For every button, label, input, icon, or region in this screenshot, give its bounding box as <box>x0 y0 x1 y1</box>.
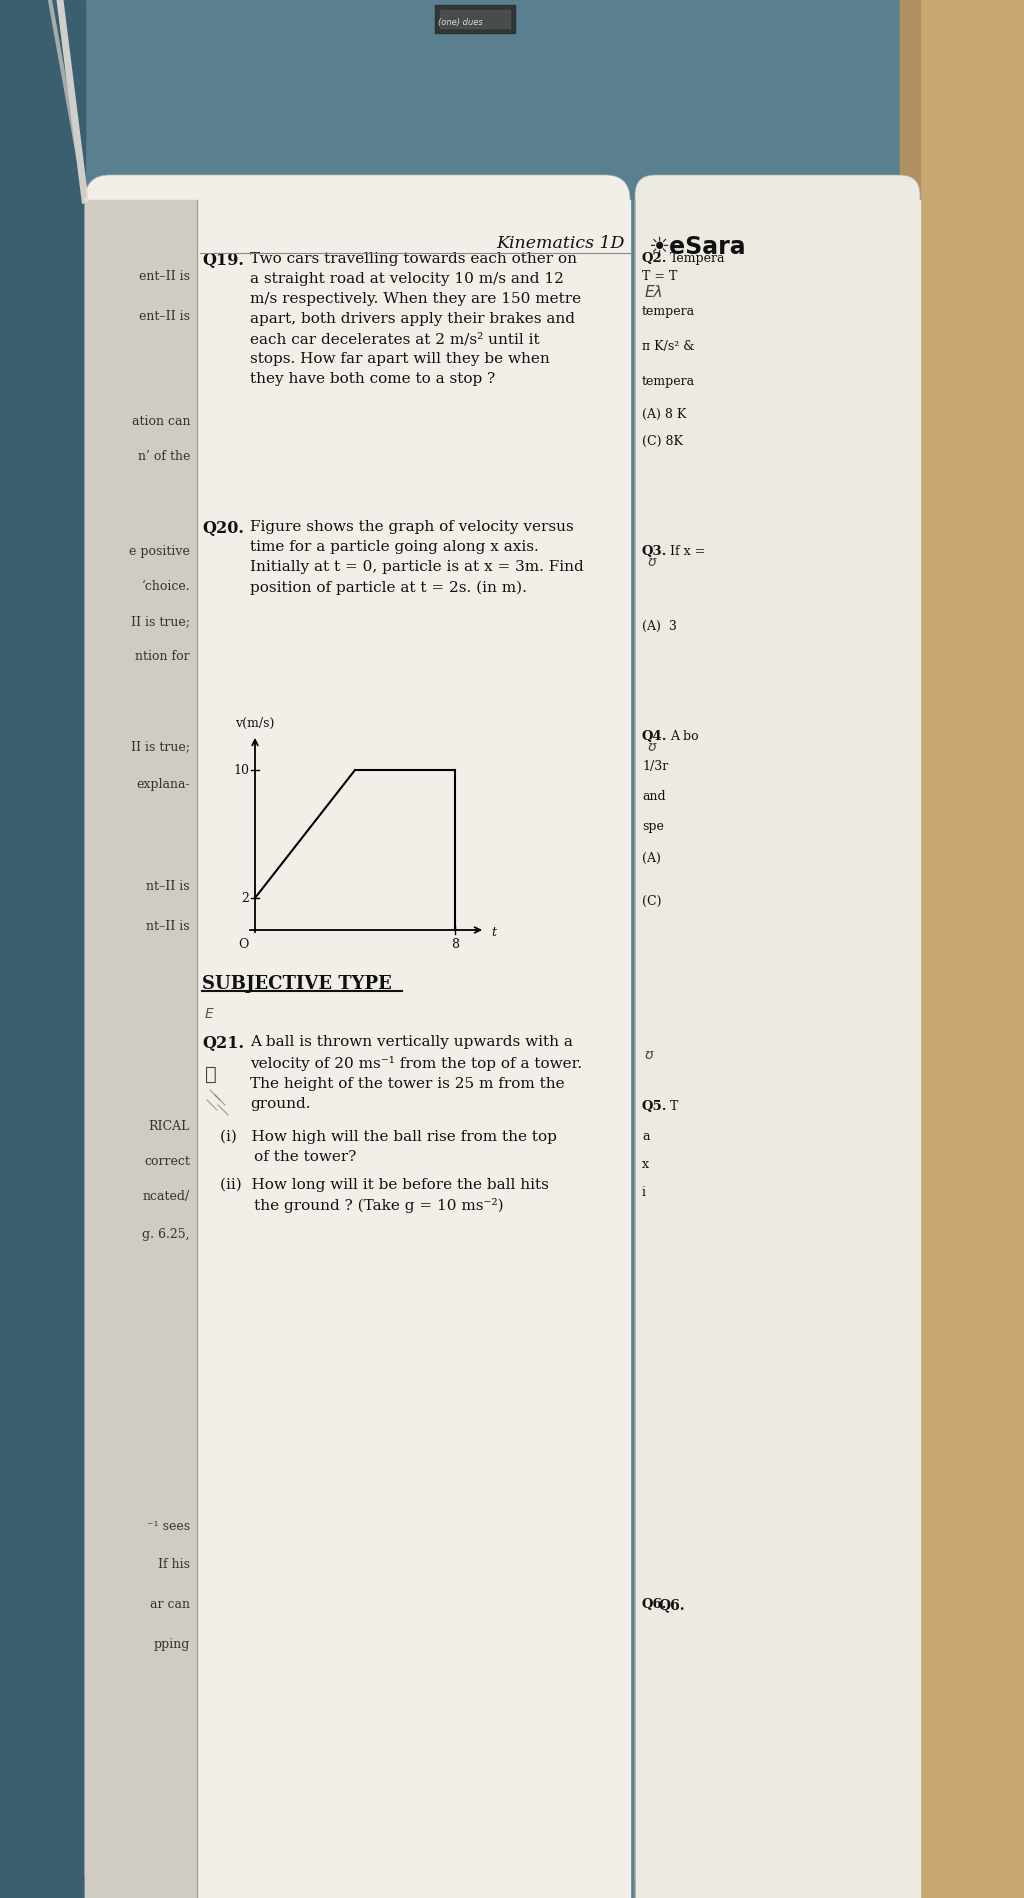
Text: Figure shows the graph of velocity versus
time for a particle going along x axis: Figure shows the graph of velocity versu… <box>250 520 584 594</box>
Text: tempera: tempera <box>642 306 695 319</box>
Text: pping: pping <box>154 1638 190 1651</box>
Text: 1/3r: 1/3r <box>642 759 669 772</box>
Text: Q4.: Q4. <box>642 731 668 742</box>
Text: Two cars travelling towards each other on
a straight road at velocity 10 m/s and: Two cars travelling towards each other o… <box>250 252 582 387</box>
Bar <box>900 0 920 1898</box>
Text: correct: correct <box>144 1156 190 1167</box>
Text: ent–II is: ent–II is <box>139 270 190 283</box>
Text: x: x <box>642 1158 649 1171</box>
Text: ation can: ation can <box>131 416 190 429</box>
Text: explana-: explana- <box>136 778 190 791</box>
Text: Q2.: Q2. <box>642 252 668 266</box>
Text: If x =: If x = <box>670 545 706 558</box>
Text: ʊ: ʊ <box>648 554 656 569</box>
Text: ⑂: ⑂ <box>205 1065 217 1084</box>
Text: ent–II is: ent–II is <box>139 309 190 323</box>
Text: nt–II is: nt–II is <box>146 881 190 892</box>
Text: 2: 2 <box>241 892 249 905</box>
FancyBboxPatch shape <box>635 175 920 1898</box>
Text: Q19.: Q19. <box>202 252 244 270</box>
Text: tempera: tempera <box>642 376 695 387</box>
Text: of the tower?: of the tower? <box>220 1150 356 1163</box>
Text: Q20.: Q20. <box>202 520 244 537</box>
Text: A bo: A bo <box>670 731 698 742</box>
Text: (ii)  How long will it be before the ball hits: (ii) How long will it be before the ball… <box>220 1179 549 1192</box>
Bar <box>0 0 85 1898</box>
Text: Q6.: Q6. <box>642 1598 668 1611</box>
Text: SUBJECTIVE TYPE: SUBJECTIVE TYPE <box>202 976 392 993</box>
Text: T = T: T = T <box>642 270 677 283</box>
Text: E: E <box>205 1008 214 1021</box>
Bar <box>920 0 1024 1898</box>
Text: ʊ: ʊ <box>648 740 656 754</box>
Text: ʊ: ʊ <box>645 1048 653 1063</box>
Text: (one) dues: (one) dues <box>437 17 482 27</box>
FancyBboxPatch shape <box>85 175 630 1898</box>
Text: e positive: e positive <box>129 545 190 558</box>
Text: Q5.: Q5. <box>642 1101 668 1112</box>
Text: g. 6.25,: g. 6.25, <box>142 1228 190 1241</box>
Text: RICAL: RICAL <box>148 1120 190 1133</box>
Text: ntion for: ntion for <box>135 649 190 662</box>
Text: Q6.: Q6. <box>658 1598 685 1611</box>
Text: If his: If his <box>158 1558 190 1572</box>
Bar <box>85 199 197 1898</box>
Text: and: and <box>642 790 666 803</box>
Text: 10: 10 <box>233 763 249 776</box>
Text: n’ of the: n’ of the <box>137 450 190 463</box>
Text: II is true;: II is true; <box>131 615 190 628</box>
Text: (C) 8K: (C) 8K <box>642 435 683 448</box>
Text: ncated/: ncated/ <box>142 1190 190 1203</box>
Text: i: i <box>642 1186 646 1200</box>
Text: ☀eSara: ☀eSara <box>648 235 745 258</box>
Bar <box>440 9 510 28</box>
Text: π K/s² &: π K/s² & <box>642 340 694 353</box>
Text: (i)   How high will the ball rise from the top: (i) How high will the ball rise from the… <box>220 1129 557 1144</box>
Text: Q3.: Q3. <box>642 545 668 558</box>
Text: A ball is thrown vertically upwards with a
velocity of 20 ms⁻¹ from the top of a: A ball is thrown vertically upwards with… <box>250 1034 582 1110</box>
Text: ⁻¹ sees: ⁻¹ sees <box>146 1520 190 1534</box>
Bar <box>635 199 920 1898</box>
Text: (A)  3: (A) 3 <box>642 621 677 634</box>
Text: t: t <box>490 926 496 938</box>
Text: (C): (C) <box>642 896 662 907</box>
Text: v(m/s): v(m/s) <box>236 717 274 731</box>
Text: Tempera: Tempera <box>670 252 725 266</box>
Text: nt–II is: nt–II is <box>146 921 190 934</box>
Bar <box>0 0 1024 220</box>
Text: ar can: ar can <box>150 1598 190 1611</box>
Text: a: a <box>642 1129 649 1143</box>
Text: the ground ? (Take g = 10 ms⁻²): the ground ? (Take g = 10 ms⁻²) <box>220 1198 504 1213</box>
Text: O: O <box>239 938 249 951</box>
Text: ‘choice.: ‘choice. <box>141 581 190 592</box>
Text: II is true;: II is true; <box>131 740 190 754</box>
Text: (A): (A) <box>642 852 660 865</box>
Text: Kinematics 1D: Kinematics 1D <box>497 235 625 252</box>
Text: Eλ: Eλ <box>645 285 664 300</box>
Text: (A) 8 K: (A) 8 K <box>642 408 686 421</box>
Text: T: T <box>670 1101 678 1112</box>
Bar <box>435 6 515 32</box>
Text: 8: 8 <box>451 938 459 951</box>
Text: spe: spe <box>642 820 664 833</box>
Bar <box>85 199 630 1898</box>
Text: Q21.: Q21. <box>202 1034 244 1051</box>
